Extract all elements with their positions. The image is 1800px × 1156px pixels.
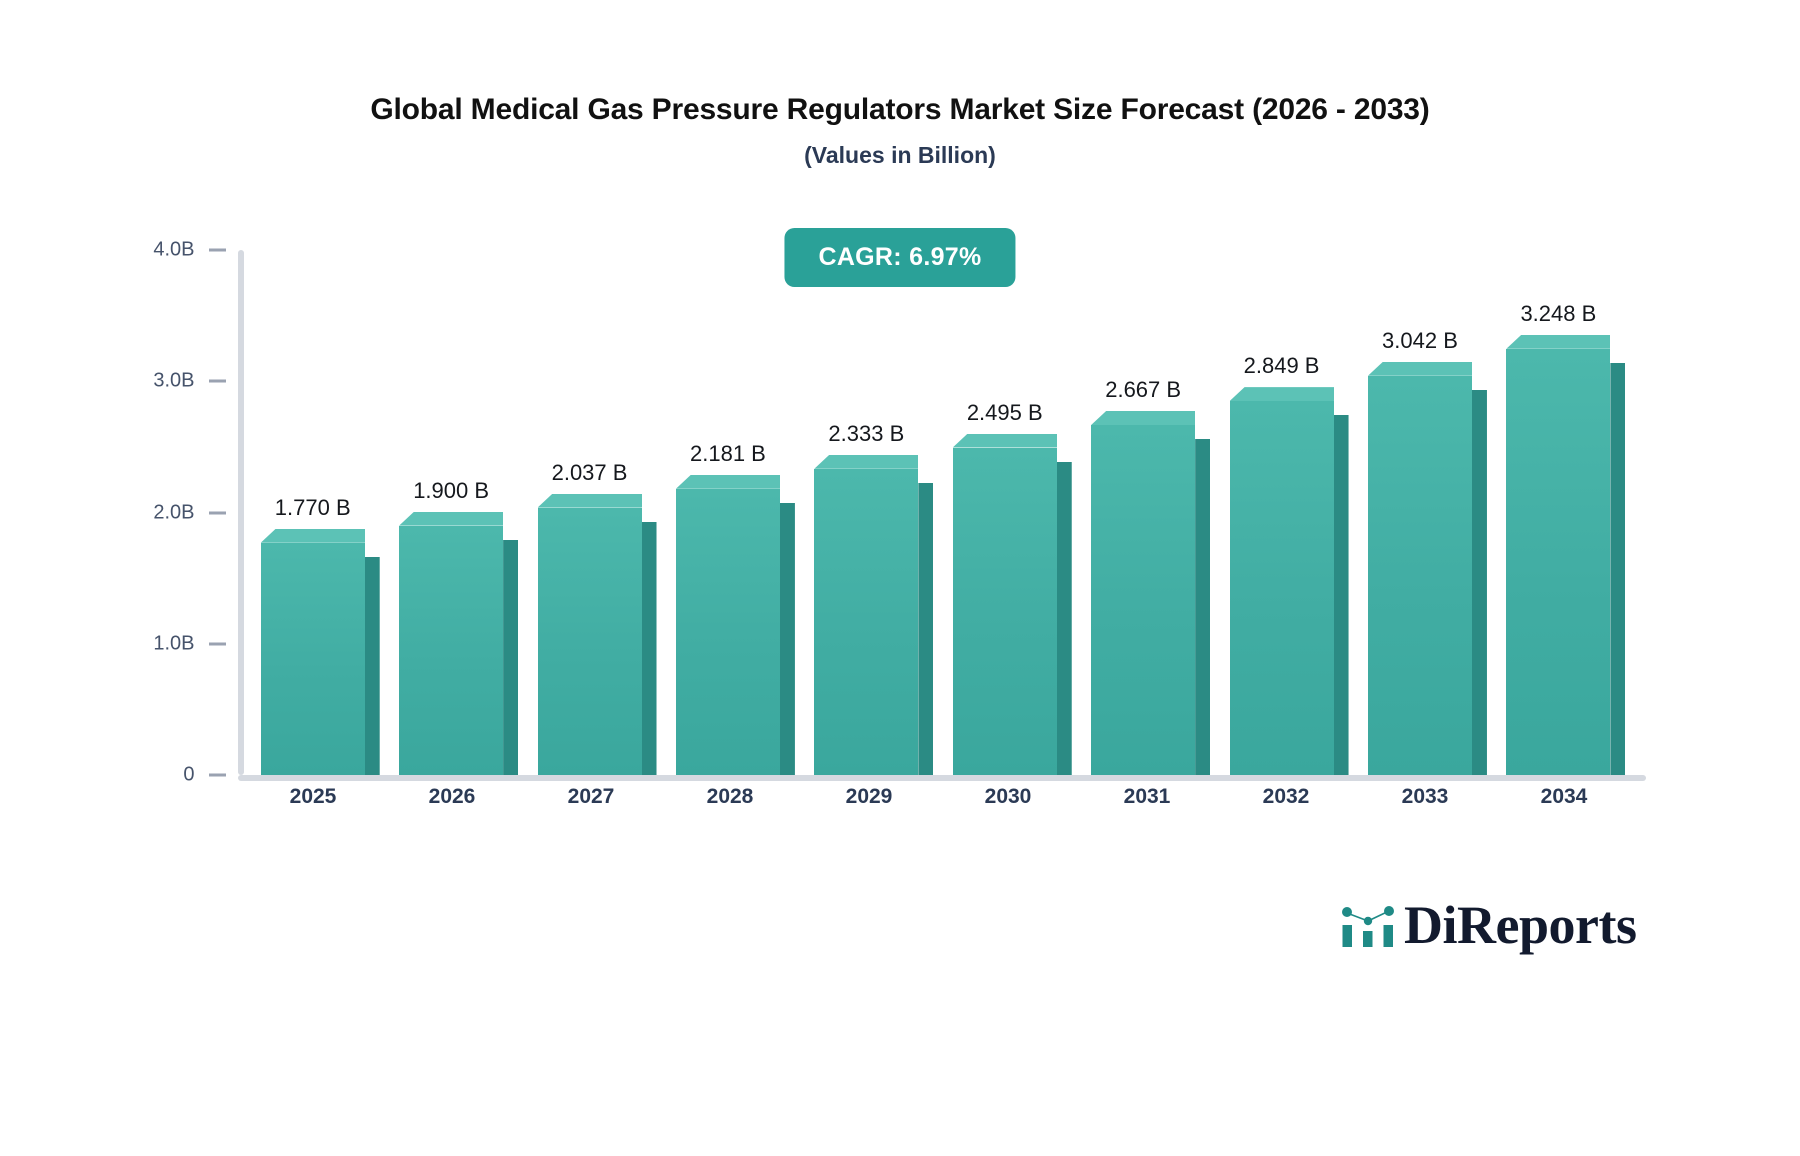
plot-area: 0 1.0B 2.0B 3.0B 4.0B 1.770 B 1.900 B 2.037 B 2… bbox=[153, 239, 1646, 786]
bar-top-face bbox=[260, 528, 365, 543]
y-axis-tick-label: 4.0B bbox=[153, 238, 195, 261]
x-axis-label: 2026 bbox=[428, 785, 476, 808]
bar[interactable]: 3.248 B bbox=[1506, 301, 1626, 775]
bar-slot: 2.849 B bbox=[1212, 250, 1350, 775]
y-axis-tick: 4.0B bbox=[153, 239, 237, 262]
bar-side-face bbox=[1056, 461, 1072, 775]
y-axis-tick: 1.0B bbox=[153, 632, 237, 655]
x-axis-label: 2028 bbox=[706, 785, 754, 808]
x-axis-label: 2032 bbox=[1262, 785, 1310, 808]
bar-face bbox=[1367, 361, 1487, 775]
x-axis-label: 2025 bbox=[289, 785, 337, 808]
bar-value-label: 2.037 B bbox=[551, 459, 628, 485]
x-axis-label: 2031 bbox=[1123, 785, 1171, 808]
bar-side-face bbox=[1195, 438, 1211, 775]
bar-slot: 3.042 B bbox=[1351, 250, 1489, 775]
bar-slot: 2.037 B bbox=[520, 250, 658, 775]
logo-text: DiReports bbox=[1404, 895, 1637, 955]
y-axis-line bbox=[237, 250, 244, 775]
bar-top-face bbox=[1091, 410, 1196, 425]
bar-slot: 3.248 B bbox=[1489, 250, 1627, 775]
bar-top-face bbox=[1367, 361, 1472, 376]
bar-slot: 2.333 B bbox=[797, 250, 935, 775]
bar-side-face bbox=[918, 482, 934, 775]
bar-top-face bbox=[399, 511, 504, 526]
bar-slot: 2.667 B bbox=[1074, 250, 1212, 775]
bar-value-label: 2.667 B bbox=[1105, 376, 1182, 402]
bar-value-label: 2.333 B bbox=[828, 420, 905, 446]
x-axis-line bbox=[237, 775, 1646, 781]
y-axis-tick: 3.0B bbox=[153, 370, 237, 393]
bar-side-face bbox=[779, 502, 795, 775]
bar-slot: 2.181 B bbox=[659, 250, 797, 775]
y-axis-tick-label: 1.0B bbox=[153, 632, 195, 655]
bar-slot: 1.770 B bbox=[244, 250, 382, 775]
bar-value-label: 2.495 B bbox=[966, 399, 1043, 425]
bar[interactable]: 1.770 B bbox=[260, 495, 380, 775]
x-axis-label: 2029 bbox=[845, 785, 893, 808]
bar-side-face bbox=[364, 556, 380, 775]
bar-face bbox=[1506, 334, 1626, 775]
bar-value-label: 1.770 B bbox=[274, 494, 351, 520]
y-axis-tick: 0 bbox=[183, 764, 237, 787]
page-title: Global Medical Gas Pressure Regulators M… bbox=[370, 93, 1430, 126]
title-block: Global Medical Gas Pressure Regulators M… bbox=[128, 92, 1673, 170]
bar-face bbox=[1229, 387, 1349, 775]
bar[interactable]: 2.667 B bbox=[1091, 377, 1211, 775]
x-axis-label: 2030 bbox=[984, 785, 1032, 808]
bar-value-label: 2.181 B bbox=[690, 440, 766, 466]
cagr-badge: CAGR: 6.97% bbox=[784, 228, 1016, 287]
bar[interactable]: 2.181 B bbox=[675, 441, 795, 775]
bar[interactable]: 3.042 B bbox=[1367, 328, 1487, 775]
bar[interactable]: 2.849 B bbox=[1229, 353, 1349, 775]
bar-face bbox=[814, 454, 934, 775]
bar-face bbox=[1091, 410, 1211, 775]
chart-canvas: Global Medical Gas Pressure Regulators M… bbox=[127, 0, 1673, 1000]
y-axis-tick-mark bbox=[208, 642, 226, 646]
direports-logo: DiReports bbox=[1338, 895, 1637, 955]
bar-value-label: 3.042 B bbox=[1382, 327, 1458, 353]
bar-side-face bbox=[1471, 389, 1487, 775]
y-axis-tick-mark bbox=[208, 511, 226, 514]
bar-value-label: 3.248 B bbox=[1520, 300, 1597, 326]
bar-top-face bbox=[1229, 387, 1334, 402]
y-axis-tick-label: 2.0B bbox=[153, 501, 195, 523]
bar-slot: 2.495 B bbox=[936, 250, 1074, 775]
bar-top-face bbox=[952, 433, 1057, 448]
y-axis-tick-mark bbox=[208, 379, 226, 383]
y-axis-tick-label: 0 bbox=[183, 763, 195, 786]
bar[interactable]: 2.333 B bbox=[814, 421, 934, 775]
bar-face bbox=[399, 511, 519, 775]
y-axis-tick-label: 3.0B bbox=[153, 369, 195, 392]
bar-side-face bbox=[641, 521, 657, 775]
y-axis-tick: 2.0B bbox=[153, 501, 237, 524]
bar-side-face bbox=[503, 539, 519, 775]
bar-face bbox=[675, 474, 795, 775]
bar[interactable]: 1.900 B bbox=[399, 478, 519, 775]
bar-face bbox=[537, 493, 657, 775]
bar-top-face bbox=[1506, 334, 1611, 349]
chart-subtitle: (Values in Billion) bbox=[804, 142, 996, 168]
y-axis-tick-mark bbox=[208, 773, 226, 777]
bar-slot: 1.900 B bbox=[382, 250, 520, 775]
bar-chart-logo-icon bbox=[1342, 906, 1395, 947]
bar-value-label: 1.900 B bbox=[413, 477, 490, 503]
bar-top-face bbox=[814, 454, 919, 469]
bar[interactable]: 2.495 B bbox=[952, 400, 1072, 775]
y-axis-tick-mark bbox=[208, 248, 226, 252]
bar-value-label: 2.849 B bbox=[1243, 353, 1320, 379]
x-axis-label: 2034 bbox=[1540, 785, 1588, 808]
x-axis-label: 2033 bbox=[1401, 785, 1449, 808]
bar-face bbox=[260, 528, 380, 775]
bar-top-face bbox=[675, 474, 780, 489]
bar-side-face bbox=[1333, 415, 1349, 775]
bar-top-face bbox=[537, 493, 642, 508]
bar[interactable]: 2.037 B bbox=[537, 460, 657, 775]
bar-group: 1.770 B 1.900 B 2.037 B 2.181 B 2.333 B 2.495… bbox=[244, 250, 1628, 775]
x-axis-labels: 2025 2026 2027 2028 2029 2030 2031 2032 2033 2034 bbox=[244, 785, 1634, 809]
bar-side-face bbox=[1610, 362, 1626, 775]
x-axis-label: 2027 bbox=[567, 785, 615, 808]
bar-face bbox=[952, 433, 1072, 775]
